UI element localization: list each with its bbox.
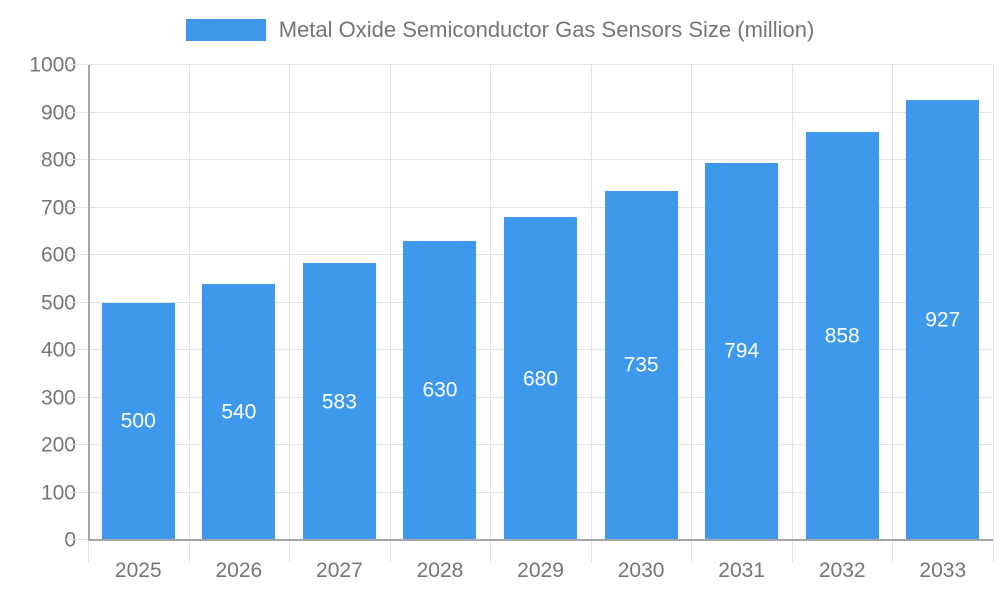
x-axis-tick-label: 2030: [617, 559, 665, 582]
gridline-vertical: [892, 65, 894, 562]
bar-cell: 583: [289, 65, 390, 540]
bar-2032[interactable]: 858: [805, 132, 879, 540]
y-axis-tick-label: 0: [64, 528, 76, 552]
x-axis-labels: 2025 2026 2027 2028 2029 2030 2031 2032 2033: [88, 559, 993, 582]
y-axis-tick-label: 600: [40, 243, 76, 267]
legend-label: Metal Oxide Semiconductor Gas Sensors Si…: [278, 17, 815, 42]
y-axis-line: [88, 65, 90, 540]
bar-2029[interactable]: 680: [504, 217, 578, 540]
y-axis-tick-label: 700: [40, 196, 76, 219]
bar-value-label: 583: [321, 390, 357, 414]
y-axis-tick-label: 100: [40, 481, 76, 504]
x-axis-tick-label: 2025: [114, 559, 162, 582]
legend[interactable]: Metal Oxide Semiconductor Gas Sensors Si…: [0, 17, 1000, 43]
bar-cell: 927: [893, 65, 994, 540]
plot-area: 500 540 583 630 680 735 794 858 927: [66, 64, 994, 562]
gridline-vertical: [389, 65, 391, 562]
gridline-horizontal: [66, 206, 993, 208]
y-axis-tick-label: 300: [40, 386, 76, 409]
bar-2031[interactable]: 794: [705, 162, 779, 540]
y-axis-tick-label: 200: [40, 433, 76, 457]
bar-2028[interactable]: 630: [403, 240, 477, 540]
bar-2026[interactable]: 540: [202, 283, 276, 540]
bar-cell: 858: [792, 65, 893, 540]
x-axis-tick-label: 2033: [919, 559, 967, 582]
x-axis-tick-label: 2031: [718, 559, 766, 582]
gridline-vertical: [289, 65, 291, 562]
x-axis-tick-label: 2029: [517, 559, 564, 582]
gridline-vertical: [590, 65, 592, 562]
bar-value-label: 858: [824, 324, 860, 348]
bar-value-label: 630: [422, 378, 458, 402]
bar-2027[interactable]: 583: [302, 263, 376, 540]
x-axis-tick-label: 2027: [316, 559, 363, 582]
bar-2025[interactable]: 500: [101, 302, 175, 540]
bar-value-label: 540: [221, 400, 257, 424]
bar-2030[interactable]: 735: [604, 190, 678, 540]
gridline-vertical: [490, 65, 492, 562]
gridline-horizontal: [66, 111, 993, 113]
bar-cell: 680: [490, 65, 591, 540]
bar-cell: 630: [390, 65, 491, 540]
bar-cell: 540: [189, 65, 290, 540]
gridline-horizontal: [66, 159, 993, 160]
bar-cell: 735: [591, 65, 692, 540]
bar-value-label: 927: [925, 308, 961, 332]
bar-2033[interactable]: 927: [906, 99, 980, 540]
bar-value-label: 500: [120, 409, 156, 433]
bar-value-label: 680: [523, 367, 559, 390]
gridline-vertical: [691, 65, 693, 562]
bar-value-label: 794: [724, 339, 760, 363]
y-axis-tick-label: 500: [40, 291, 76, 314]
y-axis-tick-label: 1000: [29, 53, 76, 77]
gridline-horizontal: [66, 64, 993, 65]
gridline-vertical: [993, 65, 994, 562]
y-axis-tick-label: 800: [40, 148, 76, 172]
x-axis-tick-label: 2032: [818, 559, 866, 582]
bar-cell: 500: [88, 65, 189, 540]
bar-value-label: 735: [623, 353, 659, 377]
x-axis-tick-label: 2026: [215, 559, 263, 582]
gridline-vertical: [791, 65, 793, 562]
y-axis-tick-label: 900: [40, 101, 76, 124]
gridline-vertical: [188, 65, 190, 562]
x-axis-tick-label: 2028: [416, 559, 464, 582]
x-axis-line: [88, 539, 993, 541]
bar-cell: 794: [691, 65, 792, 540]
y-axis-tick-label: 400: [40, 338, 76, 362]
bars-layer: 500 540 583 630 680 735 794 858 927: [88, 65, 993, 540]
y-axis-labels: 0 100 200 300 400 500 600 700 800 900 1000: [0, 55, 76, 551]
legend-swatch-icon: [185, 19, 266, 41]
